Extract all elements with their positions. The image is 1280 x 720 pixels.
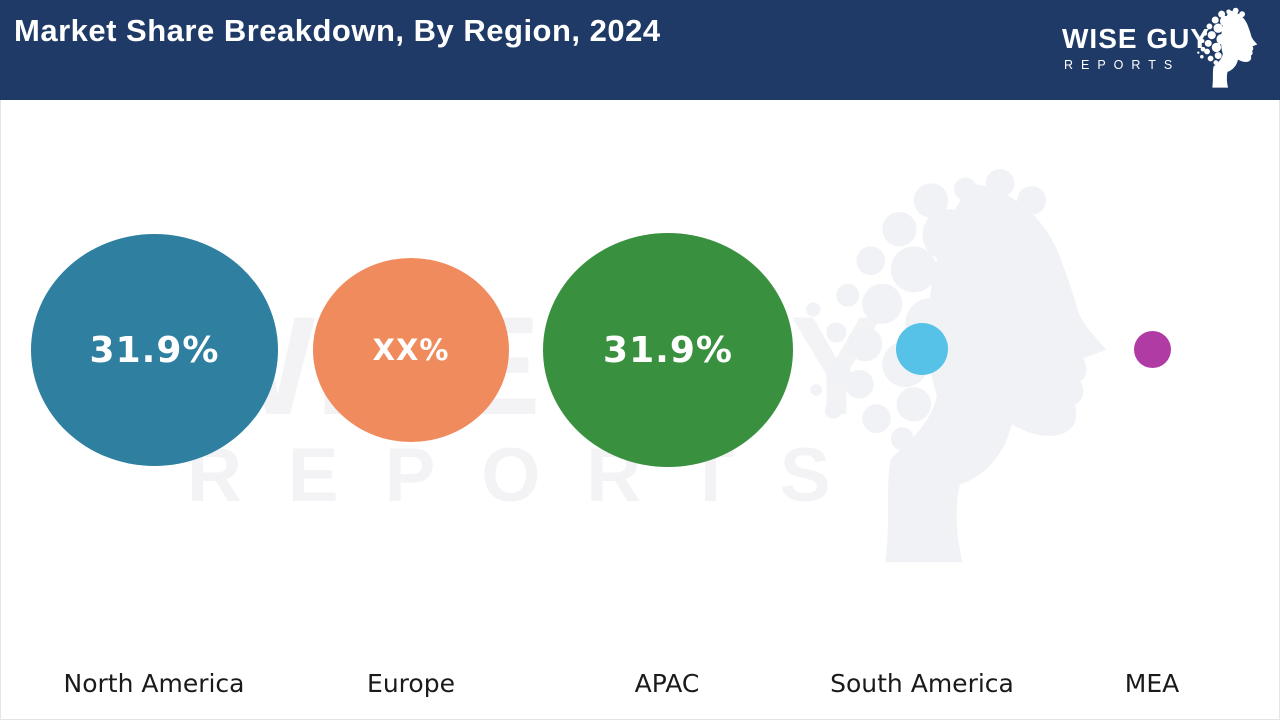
x-label-north-america: North America bbox=[63, 669, 245, 698]
watermark-subtext: REPORTS bbox=[187, 433, 877, 518]
chart-area: WISE GUY REPORTS 31.9% XX% 31.9% North A… bbox=[0, 100, 1280, 720]
watermark-head-icon bbox=[806, 168, 1107, 563]
page-title: Market Share Breakdown, By Region, 2024 bbox=[14, 13, 661, 48]
bubble-value-label: XX% bbox=[372, 333, 450, 367]
bubble-mea bbox=[1134, 331, 1171, 368]
wiseguy-head-icon bbox=[1196, 7, 1258, 88]
x-label-apac: APAC bbox=[634, 669, 700, 698]
wiseguy-logo: WISE GUY REPORTS bbox=[1062, 0, 1280, 90]
logo-wordmark: WISE GUY bbox=[1061, 23, 1210, 55]
x-label-south-america: South America bbox=[830, 669, 1014, 698]
logo-text: WISE GUY REPORTS bbox=[1061, 23, 1210, 72]
bubble-value-label: 31.9% bbox=[89, 329, 220, 371]
x-label-mea: MEA bbox=[1124, 669, 1180, 698]
x-label-europe: Europe bbox=[367, 669, 455, 698]
logo-subtext: REPORTS bbox=[1063, 57, 1181, 72]
bubble-europe: XX% bbox=[313, 258, 509, 442]
header-bar: Market Share Breakdown, By Region, 2024 … bbox=[0, 0, 1280, 100]
bubble-value-label: 31.9% bbox=[603, 329, 733, 371]
bubble-south-america bbox=[896, 323, 948, 375]
bubble-apac: 31.9% bbox=[543, 233, 793, 467]
bubble-north-america: 31.9% bbox=[31, 234, 278, 466]
